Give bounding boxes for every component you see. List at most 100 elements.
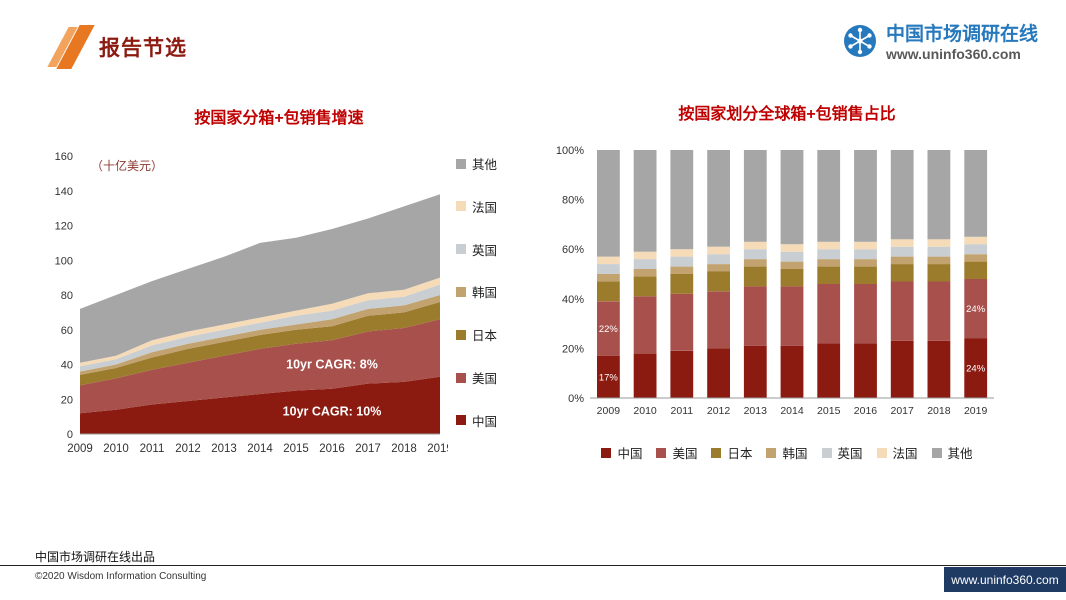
svg-text:2014: 2014 — [780, 405, 804, 417]
legend-label: 韩国 — [472, 286, 498, 301]
legend-item-美国: 美国 — [456, 368, 497, 387]
legend-item-日本: 日本 — [456, 325, 497, 344]
svg-text:17%: 17% — [599, 372, 619, 383]
svg-text:（十亿美元）: （十亿美元） — [91, 158, 163, 173]
legend-label: 日本 — [727, 447, 753, 461]
page-title: 报告节选 — [99, 37, 187, 60]
legend-item-中国: 中国 — [456, 411, 497, 430]
svg-text:2019: 2019 — [427, 443, 448, 455]
legend-label: 英国 — [837, 447, 863, 461]
svg-text:140: 140 — [55, 186, 73, 198]
brand-name: 中国市场调研在线 — [885, 24, 1038, 45]
legend-label: 法国 — [892, 447, 918, 461]
legend-item-日本: 日本 — [711, 443, 752, 462]
legend-swatch — [931, 447, 942, 458]
svg-text:20: 20 — [61, 394, 73, 406]
svg-text:2018: 2018 — [927, 405, 951, 417]
footer-producer: 中国市场调研在线出品 — [35, 550, 156, 564]
svg-text:10yr CAGR: 8%: 10yr CAGR: 8% — [286, 358, 378, 372]
svg-text:2009: 2009 — [67, 443, 93, 455]
footer-copyright: ©2020 Wisdom Information Consulting — [35, 571, 207, 582]
svg-text:60: 60 — [61, 325, 73, 337]
globe-network-icon — [843, 24, 877, 63]
legend-swatch — [766, 447, 777, 458]
legend-label: 其他 — [472, 158, 498, 172]
legend-item-其他: 其他 — [931, 443, 973, 462]
legend-swatch — [456, 158, 466, 169]
brand-url: www.uninfo360.com — [885, 45, 1021, 62]
svg-text:2013: 2013 — [744, 405, 768, 417]
legend-swatch — [456, 201, 466, 212]
legend-item-法国: 法国 — [456, 197, 497, 216]
svg-text:2015: 2015 — [283, 443, 309, 455]
legend-swatch — [656, 447, 667, 458]
area-chart-legend: 其他法国英国韩国日本美国中国 — [456, 154, 497, 430]
svg-text:2011: 2011 — [140, 443, 165, 455]
brand-text: 中国市场调研在线 www.uninfo360.com — [886, 24, 1038, 62]
legend-label: 法国 — [472, 200, 498, 215]
svg-text:22%: 22% — [599, 324, 619, 335]
footer-divider — [0, 565, 1066, 566]
bar-chart-panel: 按国家划分全球箱+包销售占比 2009 2010 2011 2012 2013 2014 2… — [548, 100, 1026, 462]
legend-label: 美国 — [472, 372, 498, 387]
legend-label: 韩国 — [782, 447, 808, 461]
svg-text:2016: 2016 — [319, 443, 345, 455]
legend-swatch — [456, 329, 466, 340]
svg-text:160: 160 — [55, 151, 73, 163]
brand-logo: 中国市场调研在线 www.uninfo360.com — [843, 24, 1038, 63]
legend-swatch — [601, 447, 612, 458]
legend-item-美国: 美国 — [656, 443, 697, 462]
legend-item-英国: 英国 — [456, 240, 497, 259]
legend-swatch — [876, 447, 887, 458]
area-chart-panel: 按国家分箱+包销售增速 0 20 40 60 80 100 120 140 160 2009 201… — [36, 104, 522, 462]
bar-chart-title: 按国家划分全球箱+包销售占比 — [678, 106, 896, 123]
svg-text:20%: 20% — [562, 343, 584, 355]
svg-text:2012: 2012 — [175, 443, 201, 455]
bar-chart: 2009 2010 2011 2012 2013 2014 2015 2016 2017 2018… — [556, 145, 994, 417]
svg-text:40: 40 — [61, 360, 73, 372]
legend-label: 其他 — [947, 447, 973, 461]
bar-chart-legend: 中国 美国 日本 韩国 英国 法国 其他 — [548, 443, 1026, 462]
svg-text:2010: 2010 — [633, 405, 657, 417]
svg-text:2019: 2019 — [964, 405, 988, 417]
svg-text:2018: 2018 — [391, 443, 417, 455]
svg-text:40%: 40% — [562, 294, 584, 306]
svg-text:10yr CAGR: 10%: 10yr CAGR: 10% — [283, 404, 382, 418]
bar-chart-wrap: 2009 2010 2011 2012 2013 2014 2015 2016 2017 2018… — [548, 138, 1026, 429]
area-chart-title: 按国家分箱+包销售增速 — [194, 110, 364, 127]
svg-text:60%: 60% — [562, 244, 584, 256]
area-chart: 0 20 40 60 80 100 120 140 160 2009 2010 2011 2012 201… — [55, 151, 448, 455]
svg-text:120: 120 — [55, 221, 73, 233]
legend-item-韩国: 韩国 — [456, 282, 497, 301]
legend-swatch — [456, 244, 466, 255]
legend-label: 中国 — [472, 414, 498, 429]
legend-item-法国: 法国 — [876, 443, 918, 462]
legend-item-英国: 英国 — [821, 443, 863, 462]
svg-text:2012: 2012 — [707, 405, 731, 417]
svg-text:2009: 2009 — [597, 405, 621, 417]
legend-swatch — [456, 372, 466, 383]
legend-label: 美国 — [672, 447, 698, 461]
legend-label: 日本 — [472, 329, 498, 344]
svg-text:0: 0 — [67, 429, 73, 441]
svg-text:24%: 24% — [966, 304, 986, 315]
legend-swatch — [456, 286, 466, 297]
svg-text:2015: 2015 — [817, 405, 841, 417]
svg-text:2017: 2017 — [355, 443, 381, 455]
area-chart-row: 0 20 40 60 80 100 120 140 160 2009 2010 2011 2012 201… — [36, 140, 522, 462]
svg-text:100: 100 — [55, 255, 73, 267]
legend-label: 中国 — [617, 447, 643, 461]
legend-item-其他: 其他 — [456, 154, 497, 173]
legend-swatch — [456, 415, 466, 426]
svg-text:2010: 2010 — [103, 443, 129, 455]
legend-swatch — [821, 447, 832, 458]
svg-text:2011: 2011 — [671, 405, 694, 417]
svg-text:100%: 100% — [556, 145, 584, 157]
legend-item-中国: 中国 — [601, 443, 642, 462]
svg-text:2014: 2014 — [247, 443, 273, 455]
svg-text:2017: 2017 — [891, 405, 915, 417]
svg-text:2016: 2016 — [854, 405, 878, 417]
legend-label: 英国 — [472, 243, 498, 258]
legend-item-韩国: 韩国 — [766, 443, 808, 462]
